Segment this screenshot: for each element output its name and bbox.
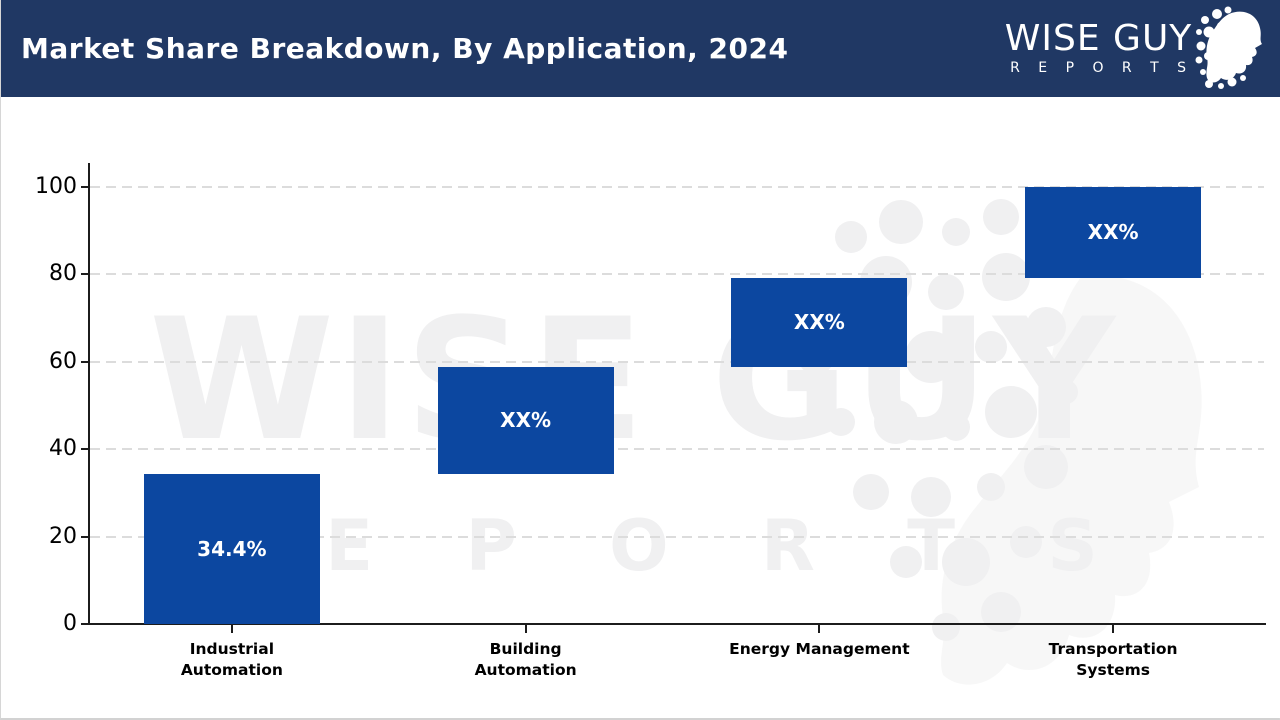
x-tick-transportation-systems	[1112, 625, 1115, 633]
bar-transportation-systems: XX%	[1025, 186, 1202, 278]
gridline-40	[90, 448, 1264, 450]
gridline-60	[90, 360, 1264, 363]
bar-value-label-building-automation: XX%	[500, 408, 552, 433]
x-tick-label-building-automation: Building Automation	[474, 640, 577, 679]
header-bar: Market Share Breakdown, By Application, …	[1, 0, 1280, 97]
x-tick-energy-management	[818, 625, 821, 633]
watermark-line1: WISE GUY	[149, 282, 1120, 478]
x-tick-building-automation	[524, 625, 527, 633]
y-tick-20	[81, 535, 88, 538]
y-tick-100	[81, 185, 88, 188]
chart-region: WISE GUY R E P O R T S 0 20 40 60 80 100 34.4%…	[1, 97, 1280, 718]
y-tick-label-80: 80	[49, 261, 77, 286]
x-tick-industrial-automation	[230, 625, 233, 633]
y-tick-0	[81, 623, 88, 625]
x-tick-label-industrial-automation: Industrial Automation	[180, 640, 283, 679]
bar-value-label-transportation-systems: XX%	[1087, 220, 1139, 245]
wise-guy-logo: WISE GUY R E P O R T S	[1004, 0, 1273, 97]
gridline-20	[90, 535, 1264, 538]
x-tick-label-energy-management: Energy Management	[729, 640, 910, 658]
bar-building-automation: XX%	[437, 366, 614, 474]
y-axis-line	[88, 163, 90, 625]
x-tick-label-transportation-systems: Transportation Systems	[1048, 640, 1178, 679]
y-tick-label-60: 60	[49, 348, 77, 374]
bar-industrial-automation: 34.4%	[143, 473, 320, 624]
page-title: Market Share Breakdown, By Application, …	[21, 32, 789, 65]
gridline-80	[90, 273, 1264, 275]
y-tick-label-0: 0	[63, 611, 77, 636]
gridline-100	[90, 185, 1264, 188]
x-axis-line	[88, 623, 1266, 625]
y-tick-label-40: 40	[49, 436, 77, 461]
bar-value-label-industrial-automation: 34.4%	[197, 536, 267, 561]
logo-text: WISE GUY R E P O R T S	[1004, 18, 1193, 77]
logo-name: WISE GUY	[1004, 18, 1193, 59]
y-tick-label-20: 20	[49, 523, 77, 549]
y-tick-label-100: 100	[35, 173, 77, 199]
y-tick-60	[81, 360, 88, 363]
y-tick-80	[81, 273, 88, 275]
bar-energy-management: XX%	[731, 277, 908, 367]
logo-head-icon	[1195, 6, 1262, 89]
logo-tagline: R E P O R T S	[1010, 60, 1193, 76]
bar-value-label-energy-management: XX%	[793, 310, 845, 335]
chart-plot: 0 20 40 60 80 100 34.4% Industrial Automation XX…	[1, 97, 1280, 718]
y-tick-40	[81, 448, 88, 450]
